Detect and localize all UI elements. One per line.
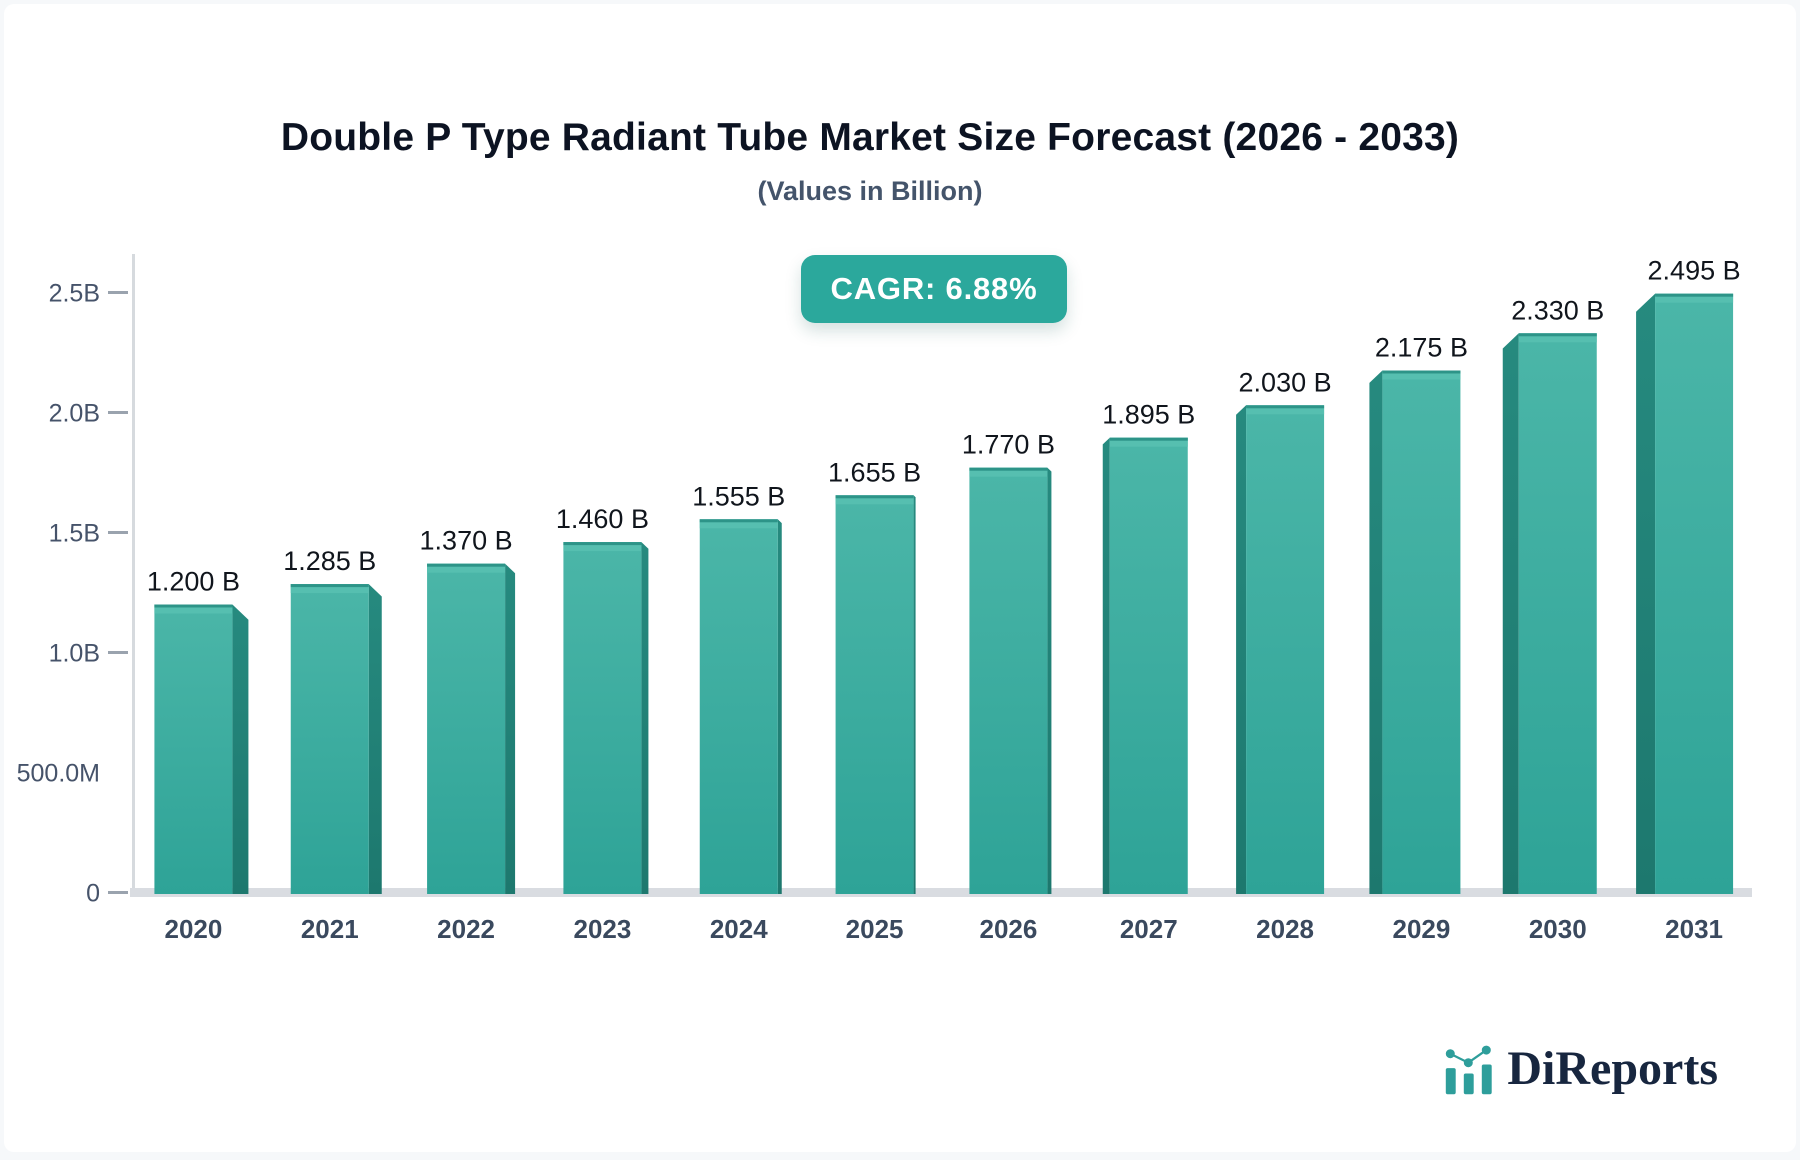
y-tick-label: 1.0B bbox=[49, 640, 100, 668]
bar-2022 bbox=[427, 563, 506, 894]
y-tick-label: 1.5B bbox=[49, 520, 100, 548]
bar-side-2030 bbox=[1502, 333, 1519, 894]
bar-chart-logo-icon bbox=[1446, 1045, 1493, 1095]
bar-value-label-2022: 1.370 B bbox=[420, 526, 513, 556]
x-axis-label-2022: 2022 bbox=[437, 914, 495, 944]
bar-side-2021 bbox=[368, 584, 382, 894]
bar-top-strip-2030 bbox=[1518, 333, 1597, 343]
y-tick-dash bbox=[108, 651, 128, 654]
chart-subtitle: (Values in Billion) bbox=[757, 176, 983, 206]
bar-top-strip-2024 bbox=[699, 519, 778, 529]
y-tick-dash bbox=[108, 891, 128, 894]
bar-top-line-2028 bbox=[1246, 405, 1325, 409]
bar-side-2028 bbox=[1236, 405, 1247, 894]
bar-top-strip-2029 bbox=[1382, 370, 1461, 380]
bar-top-strip-2021 bbox=[290, 584, 369, 594]
y-tick-label: 2.0B bbox=[49, 400, 100, 428]
bar-top-strip-2023 bbox=[563, 542, 642, 552]
bar-value-label-2027: 1.895 B bbox=[1102, 400, 1195, 430]
bar-top-line-2021 bbox=[290, 584, 369, 588]
x-axis-label-2026: 2026 bbox=[979, 914, 1037, 944]
y-tick-dash bbox=[108, 531, 128, 534]
bar-2027 bbox=[1109, 437, 1188, 894]
bar-value-label-2020: 1.200 B bbox=[147, 567, 240, 597]
bar-top-strip-2020 bbox=[154, 604, 233, 614]
x-axis-label-2030: 2030 bbox=[1529, 914, 1587, 944]
bar-top-strip-2031 bbox=[1655, 293, 1734, 303]
bar-value-label-2025: 1.655 B bbox=[828, 457, 921, 487]
chart-title: Double P Type Radiant Tube Market Size F… bbox=[280, 116, 1460, 159]
bar-side-2026 bbox=[1047, 467, 1052, 894]
bar-2020 bbox=[154, 604, 233, 894]
y-axis-line bbox=[132, 254, 135, 894]
bar-top-strip-2028 bbox=[1246, 405, 1325, 415]
chart-card: Double P Type Radiant Tube Market Size F… bbox=[4, 4, 1796, 1152]
y-tick-label: 2.5B bbox=[49, 280, 100, 308]
cagr-badge-label: CAGR: 6.88% bbox=[830, 271, 1038, 306]
bar-side-2022 bbox=[505, 563, 516, 894]
bar-value-label-2024: 1.555 B bbox=[692, 481, 785, 511]
bar-2029 bbox=[1382, 370, 1461, 894]
bar-side-2023 bbox=[641, 542, 649, 894]
x-axis-label-2027: 2027 bbox=[1120, 914, 1178, 944]
bar-value-label-2028: 2.030 B bbox=[1239, 367, 1332, 397]
bar-2024 bbox=[699, 519, 778, 894]
x-axis-label-2024: 2024 bbox=[710, 914, 768, 944]
bar-side-2027 bbox=[1102, 437, 1110, 894]
bar-top-line-2020 bbox=[154, 604, 233, 608]
bar-side-2029 bbox=[1369, 370, 1383, 894]
bar-side-2024 bbox=[777, 519, 782, 894]
bar-side-2020 bbox=[232, 604, 249, 894]
x-axis-label-2029: 2029 bbox=[1392, 914, 1450, 944]
bar-2031 bbox=[1655, 293, 1734, 894]
x-axis-label-2031: 2031 bbox=[1665, 914, 1723, 944]
bar-top-line-2029 bbox=[1382, 370, 1461, 374]
bar-top-line-2022 bbox=[427, 563, 506, 567]
bar-value-label-2026: 1.770 B bbox=[962, 430, 1055, 460]
bar-value-label-2021: 1.285 B bbox=[283, 546, 376, 576]
x-axis-label-2021: 2021 bbox=[301, 914, 359, 944]
bar-value-label-2030: 2.330 B bbox=[1511, 295, 1604, 325]
bar-2023 bbox=[563, 542, 642, 894]
bar-2021 bbox=[290, 584, 369, 894]
bar-top-line-2023 bbox=[563, 542, 642, 546]
bar-chart: 2.5B 2.0B 1.5B 1.0B 500.0M 0 1.200 B 2020 1.285 … bbox=[17, 254, 1752, 944]
bar-top-strip-2027 bbox=[1109, 437, 1188, 447]
bar-side-2031 bbox=[1636, 293, 1656, 894]
bar-value-label-2031: 2.495 B bbox=[1648, 256, 1741, 286]
y-tick-label: 0 bbox=[86, 880, 100, 908]
bar-top-line-2026 bbox=[969, 467, 1048, 471]
bar-top-strip-2025 bbox=[835, 495, 914, 505]
y-tick-label: 500.0M bbox=[17, 760, 100, 788]
bar-top-line-2027 bbox=[1109, 437, 1188, 441]
bar-top-line-2025 bbox=[835, 495, 914, 499]
bar-value-label-2023: 1.460 B bbox=[556, 504, 649, 534]
bar-2028 bbox=[1246, 405, 1325, 894]
x-axis-baseline bbox=[130, 888, 1752, 897]
logo-text: DiReports bbox=[1507, 1042, 1718, 1095]
cagr-badge: CAGR: 6.88% bbox=[801, 255, 1067, 323]
bar-2026 bbox=[969, 467, 1048, 894]
y-tick-dash bbox=[108, 411, 128, 414]
bar-top-strip-2022 bbox=[427, 563, 506, 573]
y-tick-dash bbox=[108, 291, 128, 294]
bar-side-2025 bbox=[913, 495, 916, 894]
bar-top-strip-2026 bbox=[969, 467, 1048, 477]
x-axis-label-2020: 2020 bbox=[164, 914, 222, 944]
bar-top-line-2030 bbox=[1518, 333, 1597, 337]
bar-2030 bbox=[1518, 333, 1597, 894]
bar-2025 bbox=[835, 495, 914, 894]
x-axis-label-2023: 2023 bbox=[573, 914, 631, 944]
direports-logo: DiReports bbox=[1444, 1042, 1718, 1096]
bar-top-line-2031 bbox=[1655, 293, 1734, 297]
bar-top-line-2024 bbox=[699, 519, 778, 523]
bar-value-label-2029: 2.175 B bbox=[1375, 333, 1468, 363]
x-axis-label-2028: 2028 bbox=[1256, 914, 1314, 944]
x-axis-label-2025: 2025 bbox=[846, 914, 904, 944]
